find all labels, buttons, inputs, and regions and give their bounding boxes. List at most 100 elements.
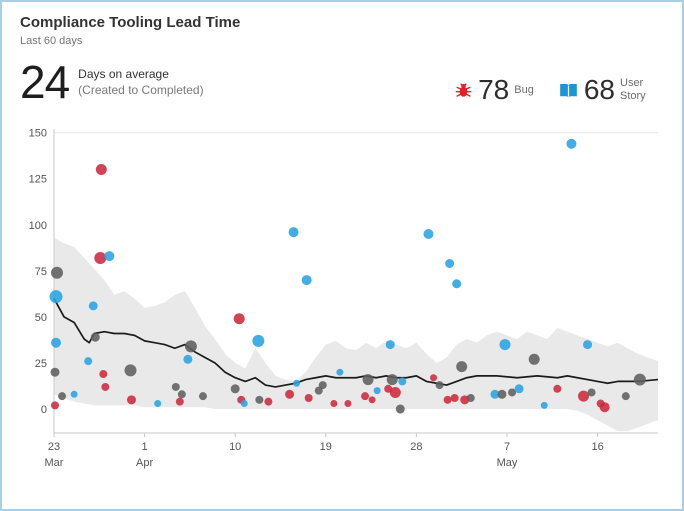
point-story[interactable] [88,301,98,311]
point-story[interactable] [301,275,312,286]
x-month-label: Apr [136,457,153,469]
y-tick-label: 150 [29,128,47,140]
point-story[interactable] [104,251,115,262]
bug-count-value: 78 [478,74,510,105]
book-icon [560,83,577,97]
chart-area: 0 25 50 75 100 125 150 23 Mar 1 Apr 10 19 28 7 May 16 [16,115,668,488]
point-other[interactable] [314,386,323,395]
kpi-label-line1: Days on average [78,66,169,81]
point-bug[interactable] [578,390,590,402]
point-other[interactable] [528,353,540,365]
point-bug[interactable] [285,389,295,399]
point-other[interactable] [171,382,180,391]
point-other[interactable] [362,374,374,386]
trend-line [53,298,659,388]
point-other[interactable] [386,374,398,386]
point-other[interactable] [51,266,64,279]
user-story-count: 68 User Story [558,76,656,104]
point-story[interactable] [49,290,63,304]
point-story[interactable] [240,400,248,408]
point-story[interactable] [373,387,381,395]
point-other[interactable] [587,388,596,397]
point-bug[interactable] [99,370,108,379]
point-other[interactable] [395,404,405,414]
point-bug[interactable] [389,386,401,398]
point-other[interactable] [466,393,475,402]
bug-count: 78 Bug [454,76,534,104]
point-story[interactable] [84,357,93,366]
point-bug[interactable] [368,396,376,404]
point-story[interactable] [51,337,62,348]
point-other[interactable] [621,392,630,401]
point-story[interactable] [583,340,593,350]
point-other[interactable] [255,395,264,404]
point-other[interactable] [633,373,646,386]
point-bug[interactable] [553,384,562,393]
point-bug[interactable] [51,401,60,410]
work-item-counts: 78 Bug 68 User Story [454,76,656,104]
point-other[interactable] [50,367,60,377]
point-bug[interactable] [264,397,273,406]
point-other[interactable] [58,392,67,401]
point-bug[interactable] [304,393,313,402]
bug-icon [455,82,472,97]
point-bug[interactable] [430,374,438,382]
point-other[interactable] [456,361,468,373]
point-bug[interactable] [101,382,110,391]
point-other[interactable] [177,390,186,399]
point-other[interactable] [90,332,100,342]
point-story[interactable] [398,377,407,386]
x-tick-label: 7 [504,441,510,453]
point-story[interactable] [490,389,500,399]
point-story[interactable] [540,401,548,409]
point-bug[interactable] [443,395,452,404]
y-tick-label: 75 [35,266,47,278]
point-other[interactable] [497,389,507,399]
x-month-label: Mar [45,457,64,469]
x-tick-label: 19 [320,441,332,453]
point-bug[interactable] [330,400,338,408]
point-bug[interactable] [175,397,184,406]
point-story[interactable] [423,229,434,240]
widget-subtitle: Last 60 days [20,35,83,47]
y-tick-label: 50 [35,312,47,324]
point-bug[interactable] [127,395,137,405]
kpi-block: 24 Days on average (Created to Completed… [20,59,668,105]
point-story[interactable] [70,390,78,398]
user-story-count-label: User Story [620,77,646,102]
point-story[interactable] [385,340,395,350]
y-tick-label: 125 [29,174,47,186]
point-other[interactable] [435,381,444,390]
point-other[interactable] [508,388,517,397]
point-story[interactable] [154,400,162,408]
point-bug[interactable] [450,393,459,402]
point-story[interactable] [336,368,344,376]
point-story[interactable] [499,339,511,351]
point-story[interactable] [293,379,301,387]
point-bug[interactable] [344,400,352,408]
range-band [54,237,658,432]
x-tick-label: 16 [591,441,603,453]
kpi-label-line2: (Created to Completed) [78,83,204,97]
point-bug[interactable] [94,251,107,264]
point-story[interactable] [566,138,577,149]
point-other[interactable] [184,340,197,353]
point-other[interactable] [124,364,137,377]
point-story[interactable] [183,354,193,364]
point-bug[interactable] [233,313,245,325]
point-other[interactable] [230,384,240,394]
x-month-label: May [497,457,518,469]
point-story[interactable] [445,258,455,268]
y-tick-label: 0 [41,404,47,416]
point-other[interactable] [318,381,327,390]
point-bug[interactable] [361,392,370,401]
point-other[interactable] [198,392,207,401]
point-story[interactable] [452,279,462,289]
point-story[interactable] [252,334,265,347]
point-bug[interactable] [599,402,610,413]
x-tick-label: 23 [48,441,60,453]
point-bug[interactable] [95,164,107,176]
point-story[interactable] [288,227,299,238]
point-story[interactable] [514,384,524,394]
